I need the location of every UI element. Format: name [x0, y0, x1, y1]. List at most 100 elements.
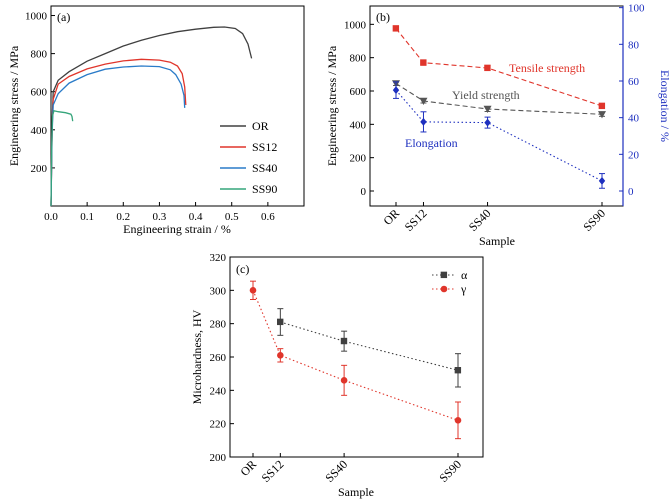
panel-b-ylabel-right: Elongation / % — [658, 70, 672, 142]
data-point — [598, 176, 606, 185]
y-tick-label: 600 — [31, 87, 48, 99]
y-right-tick-label: 20 — [628, 149, 640, 161]
y-right-tick-label: 100 — [628, 3, 645, 15]
y-tick-label: 220 — [210, 419, 227, 431]
y-right-tick-label: 0 — [628, 186, 634, 198]
data-point — [454, 417, 462, 424]
y-tick-label: 0 — [361, 186, 367, 198]
y-tick-label: 400 — [31, 125, 48, 137]
y-tick-label: 200 — [350, 153, 367, 165]
x-tick-label: 0.4 — [189, 211, 203, 223]
panel-b-series — [392, 25, 606, 189]
series-line — [280, 321, 459, 371]
x-tick-label: 0.6 — [261, 211, 275, 223]
x-tick-label: SS40 — [466, 206, 494, 234]
data-point — [340, 377, 348, 384]
data-point — [454, 367, 462, 374]
panel-a-axes: 0.0 0.1 0.2 0.3 0.4 0.5 0.6 200 400 600 800 1000 — [25, 11, 275, 223]
panel-b-xlabel: Sample — [479, 234, 515, 248]
y-tick-label: 280 — [210, 319, 227, 331]
y-tick-label: 1000 — [25, 11, 48, 23]
legend-label-ss40: SS40 — [252, 161, 277, 175]
legend-marker — [440, 271, 448, 279]
panel-b-axes: OR SS12 SS40 SS90 0 200 400 600 800 1000 0 20 40 60 80… — [344, 3, 645, 234]
panel-a-legend: OR SS12 SS40 SS90 — [220, 119, 277, 196]
y-tick-label: 200 — [210, 452, 227, 464]
x-tick-label: 0.3 — [153, 211, 167, 223]
x-tick-label: SS90 — [436, 457, 464, 485]
y-tick-label: 260 — [210, 352, 227, 364]
panel-a-frame — [50, 5, 305, 207]
x-tick-label: SS12 — [402, 206, 430, 234]
y-right-tick-label: 60 — [628, 76, 640, 88]
series-line — [395, 28, 603, 107]
x-tick-label: SS40 — [322, 457, 350, 485]
series-line — [395, 83, 603, 115]
panel-b-label: (b) — [376, 10, 390, 24]
y-tick-label: 400 — [350, 119, 367, 131]
data-point — [277, 352, 284, 359]
panel-c-legend: αγ — [432, 268, 468, 296]
x-tick-label: SS12 — [259, 457, 287, 485]
legend-label-or: OR — [252, 119, 269, 133]
data-point — [420, 59, 427, 66]
data-point — [277, 318, 284, 326]
y-tick-label: 1000 — [344, 19, 367, 31]
data-point — [484, 64, 491, 72]
x-tick-label: 0.1 — [80, 211, 94, 223]
data-point — [484, 118, 491, 127]
series-line-ss90 — [50, 110, 74, 207]
panel-c-ylabel: Microhardness, HV — [190, 309, 204, 404]
legend-label: α — [461, 268, 468, 282]
data-point — [249, 287, 257, 294]
panel-c-axes: OR SS12 SS40 SS90 200 220 240 260 280 300 320 — [210, 252, 465, 485]
y-tick-label: 300 — [210, 285, 227, 297]
x-tick-label: OR — [237, 457, 259, 479]
y-right-tick-label: 40 — [628, 113, 640, 125]
panel-c-xlabel: Sample — [338, 485, 374, 499]
panel-b: (b) OR SS12 SS40 SS90 0 200 400 600 800 1000 0 20 40… — [325, 3, 672, 248]
panel-a-ylabel: Engineering stress / MPa — [7, 45, 21, 166]
yield-strength-annotation: Yield strength — [452, 88, 520, 102]
x-tick-label: 0.2 — [116, 211, 130, 223]
series-line-ss12 — [50, 58, 187, 207]
data-point — [598, 102, 606, 110]
panel-a-label: (a) — [57, 10, 70, 24]
panel-b-frame — [369, 5, 624, 207]
data-point — [392, 86, 400, 95]
data-point — [420, 117, 427, 126]
series-line — [252, 290, 459, 421]
x-tick-label: 0.0 — [44, 211, 58, 223]
data-point — [598, 111, 606, 119]
data-point — [392, 25, 400, 32]
data-point — [340, 337, 348, 345]
data-point — [419, 97, 428, 105]
series-line-ss40 — [50, 65, 186, 207]
legend-marker — [440, 285, 448, 293]
y-right-tick-label: 80 — [628, 39, 640, 51]
x-tick-label: OR — [380, 206, 402, 228]
panel-a-series — [50, 26, 253, 207]
y-tick-label: 320 — [210, 252, 227, 264]
y-tick-label: 800 — [31, 49, 48, 61]
data-point — [483, 105, 492, 113]
panel-b-ylabel: Engineering stress / MPa — [325, 45, 339, 166]
panel-c-label: (c) — [236, 262, 249, 276]
legend-label: γ — [460, 282, 467, 296]
y-tick-label: 800 — [350, 53, 367, 65]
y-tick-label: 200 — [31, 163, 48, 175]
y-tick-label: 600 — [350, 86, 367, 98]
legend-label-ss12: SS12 — [252, 140, 277, 154]
panel-c: (c) OR SS12 SS40 SS90200220240260280300320 … — [190, 252, 484, 499]
tensile-strength-annotation: Tensile strength — [509, 61, 585, 75]
panel-c-series — [249, 280, 462, 440]
legend-label-ss90: SS90 — [252, 182, 277, 196]
panel-a-xlabel: Engineering strain / % — [123, 222, 231, 236]
series-line-or — [50, 26, 253, 207]
series-line — [395, 89, 603, 182]
x-tick-label: 0.5 — [225, 211, 239, 223]
y-tick-label: 240 — [210, 385, 227, 397]
elongation-annotation: Elongation — [405, 136, 458, 150]
x-tick-label: SS90 — [580, 206, 608, 234]
